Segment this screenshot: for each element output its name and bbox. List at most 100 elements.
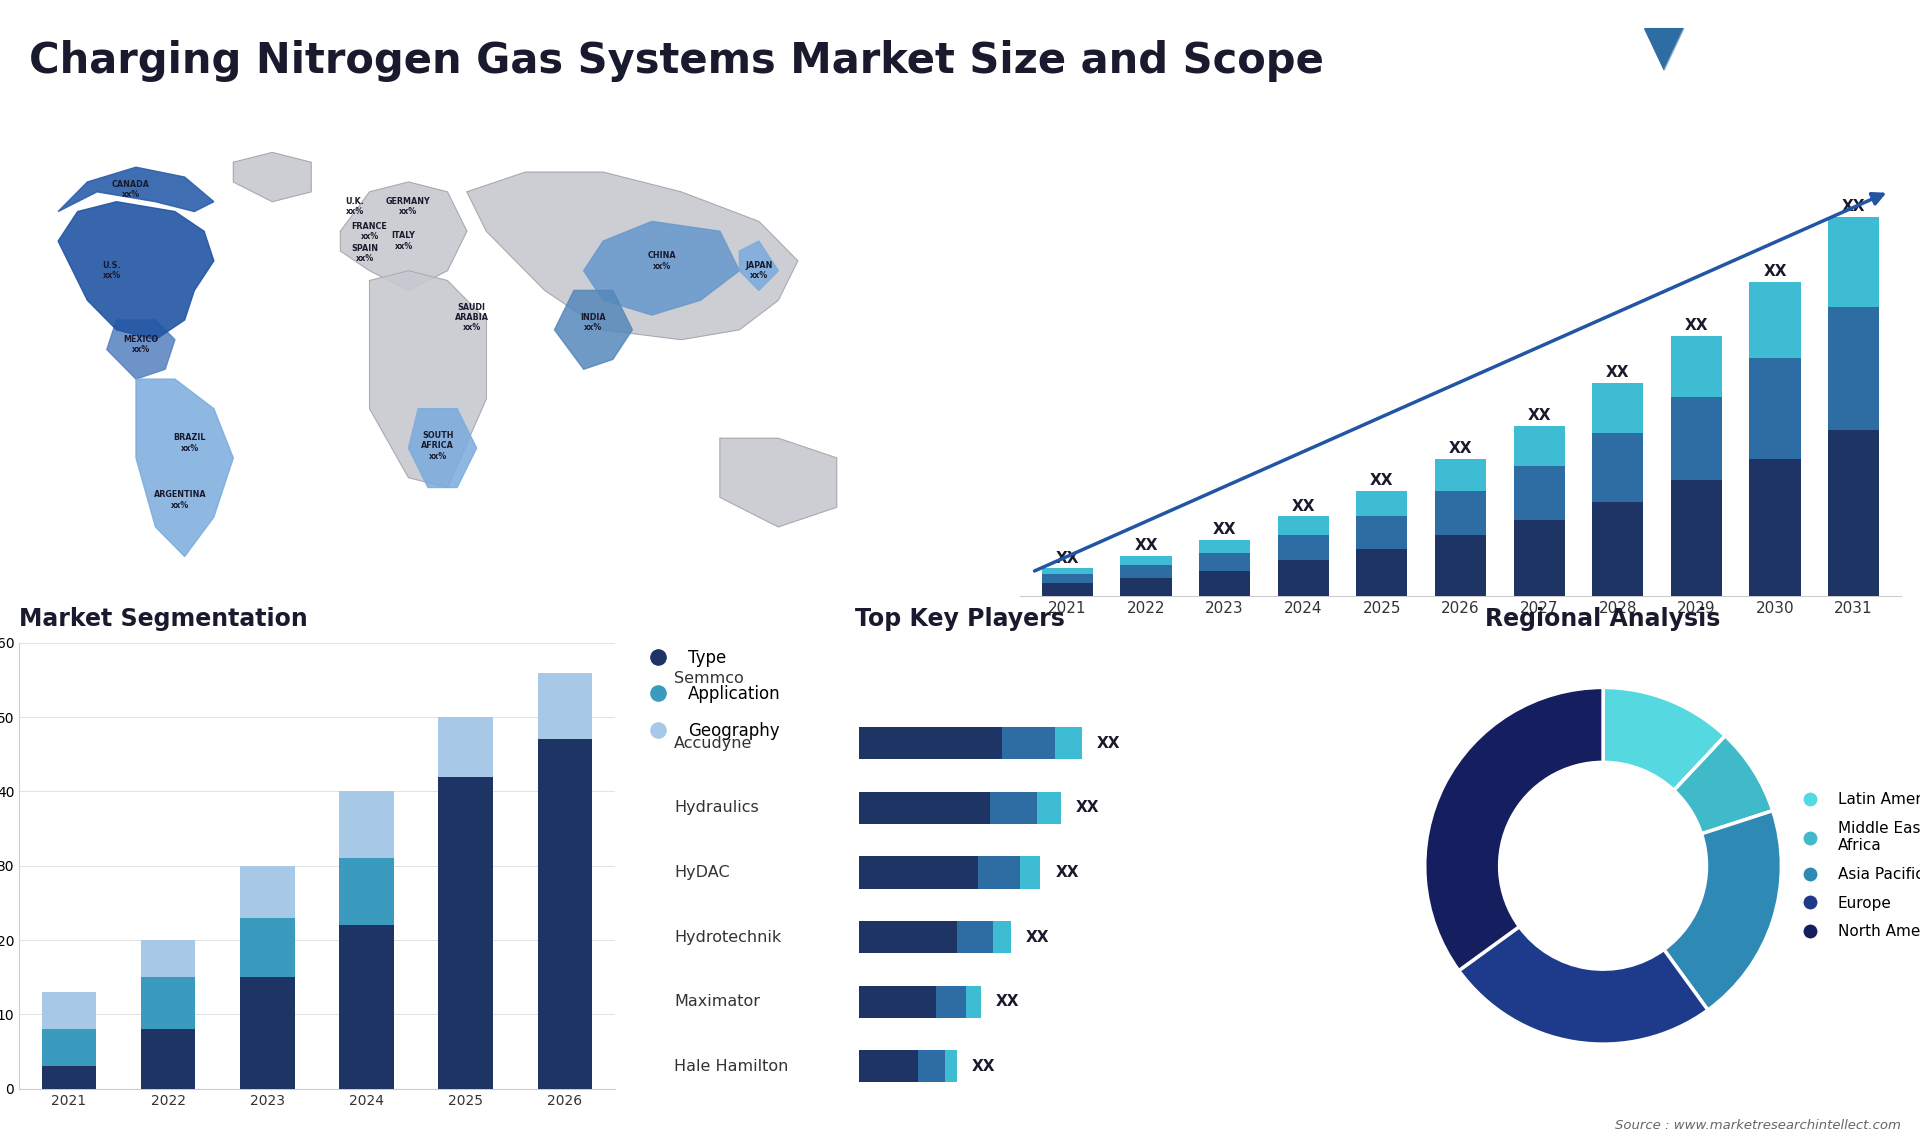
Wedge shape <box>1603 688 1726 791</box>
Bar <box>538 739 591 1089</box>
Legend: Latin America, Middle East &
Africa, Asia Pacific, Europe, North America: Latin America, Middle East & Africa, Asi… <box>1789 786 1920 945</box>
Bar <box>1277 517 1329 534</box>
Bar <box>1828 430 1880 596</box>
Bar <box>1200 571 1250 596</box>
Text: Market Segmentation: Market Segmentation <box>19 607 307 631</box>
Bar <box>858 921 956 953</box>
Bar <box>42 1067 96 1089</box>
Bar <box>240 865 294 918</box>
Text: XX: XX <box>1292 499 1315 513</box>
Text: Hydraulics: Hydraulics <box>674 800 758 815</box>
Polygon shape <box>340 182 467 290</box>
Text: XX: XX <box>1213 521 1236 536</box>
Bar <box>1513 426 1565 466</box>
Bar <box>1277 559 1329 596</box>
Polygon shape <box>584 221 739 315</box>
Text: XX: XX <box>1056 865 1079 880</box>
Text: XX: XX <box>1135 539 1158 554</box>
Polygon shape <box>555 290 632 369</box>
Polygon shape <box>58 202 213 339</box>
Text: XX: XX <box>972 1059 995 1074</box>
Bar <box>1121 578 1171 596</box>
Bar <box>918 1051 945 1083</box>
Text: XX: XX <box>1763 264 1788 278</box>
Title: Top Key Players: Top Key Players <box>854 607 1066 631</box>
Bar <box>438 777 493 1089</box>
Polygon shape <box>1645 29 1684 70</box>
Bar <box>42 992 96 1029</box>
Bar <box>1828 217 1880 307</box>
Text: XX: XX <box>1605 366 1630 380</box>
Bar <box>1043 583 1092 596</box>
Bar <box>858 727 1002 759</box>
Bar <box>858 856 977 888</box>
Polygon shape <box>108 320 175 379</box>
Circle shape <box>1500 762 1707 970</box>
Text: BRAZIL
xx%: BRAZIL xx% <box>173 433 205 453</box>
Bar <box>1002 727 1056 759</box>
Bar <box>1434 458 1486 492</box>
Bar <box>42 1029 96 1067</box>
Bar <box>1513 466 1565 520</box>
Bar <box>340 792 394 858</box>
Text: Accudyne: Accudyne <box>674 736 753 751</box>
Bar <box>140 1029 196 1089</box>
Bar <box>1592 383 1644 433</box>
Text: SOUTH
AFRICA
xx%: SOUTH AFRICA xx% <box>420 431 455 461</box>
Polygon shape <box>720 438 837 527</box>
Text: Source : www.marketresearchintellect.com: Source : www.marketresearchintellect.com <box>1615 1120 1901 1132</box>
Text: SPAIN
xx%: SPAIN xx% <box>351 244 378 264</box>
Bar <box>140 978 196 1029</box>
Wedge shape <box>1674 736 1772 834</box>
Wedge shape <box>1425 688 1603 971</box>
Bar <box>858 792 991 824</box>
Text: Hale Hamilton: Hale Hamilton <box>674 1059 789 1074</box>
Wedge shape <box>1665 810 1782 1010</box>
Bar <box>1513 520 1565 596</box>
Bar <box>1356 517 1407 549</box>
Text: XX: XX <box>1025 929 1048 944</box>
Text: RESEARCH: RESEARCH <box>1753 54 1814 64</box>
Title: Regional Analysis: Regional Analysis <box>1486 607 1720 631</box>
Text: Semmco: Semmco <box>674 672 743 686</box>
Polygon shape <box>1665 29 1701 70</box>
Polygon shape <box>234 152 311 202</box>
Bar <box>1121 565 1171 578</box>
Bar <box>1121 556 1171 565</box>
Polygon shape <box>409 409 476 487</box>
Bar <box>1356 549 1407 596</box>
Text: U.S.
xx%: U.S. xx% <box>102 261 121 281</box>
Text: MARKET: MARKET <box>1759 33 1809 42</box>
Polygon shape <box>58 167 213 212</box>
Bar <box>945 1051 956 1083</box>
Polygon shape <box>136 379 234 557</box>
Bar <box>340 925 394 1089</box>
Text: XX: XX <box>1096 736 1121 751</box>
Bar <box>1749 282 1801 358</box>
Text: ITALY
xx%: ITALY xx% <box>392 231 415 251</box>
Legend: Type, Application, Geography: Type, Application, Geography <box>636 642 787 746</box>
Text: INTELLECT: INTELLECT <box>1753 74 1814 84</box>
Bar <box>1592 433 1644 502</box>
Bar <box>1749 358 1801 458</box>
Text: XX: XX <box>1528 408 1551 423</box>
Polygon shape <box>467 172 799 339</box>
Text: JAPAN
xx%: JAPAN xx% <box>745 261 772 281</box>
Text: ARGENTINA
xx%: ARGENTINA xx% <box>154 490 205 510</box>
Bar <box>956 921 993 953</box>
Bar <box>1200 552 1250 571</box>
Bar <box>1670 398 1722 480</box>
Text: Charging Nitrogen Gas Systems Market Size and Scope: Charging Nitrogen Gas Systems Market Siz… <box>29 40 1323 83</box>
Bar <box>1749 458 1801 596</box>
Text: U.K.
xx%: U.K. xx% <box>346 197 365 217</box>
Bar <box>937 986 966 1018</box>
Bar <box>993 921 1010 953</box>
Text: CHINA
xx%: CHINA xx% <box>647 251 676 270</box>
Text: Maximator: Maximator <box>674 995 760 1010</box>
Text: XX: XX <box>1075 800 1100 815</box>
Bar <box>1200 540 1250 552</box>
Bar <box>1043 574 1092 583</box>
Text: SAUDI
ARABIA
xx%: SAUDI ARABIA xx% <box>455 303 490 332</box>
Bar <box>977 856 1020 888</box>
Text: HyDAC: HyDAC <box>674 865 730 880</box>
